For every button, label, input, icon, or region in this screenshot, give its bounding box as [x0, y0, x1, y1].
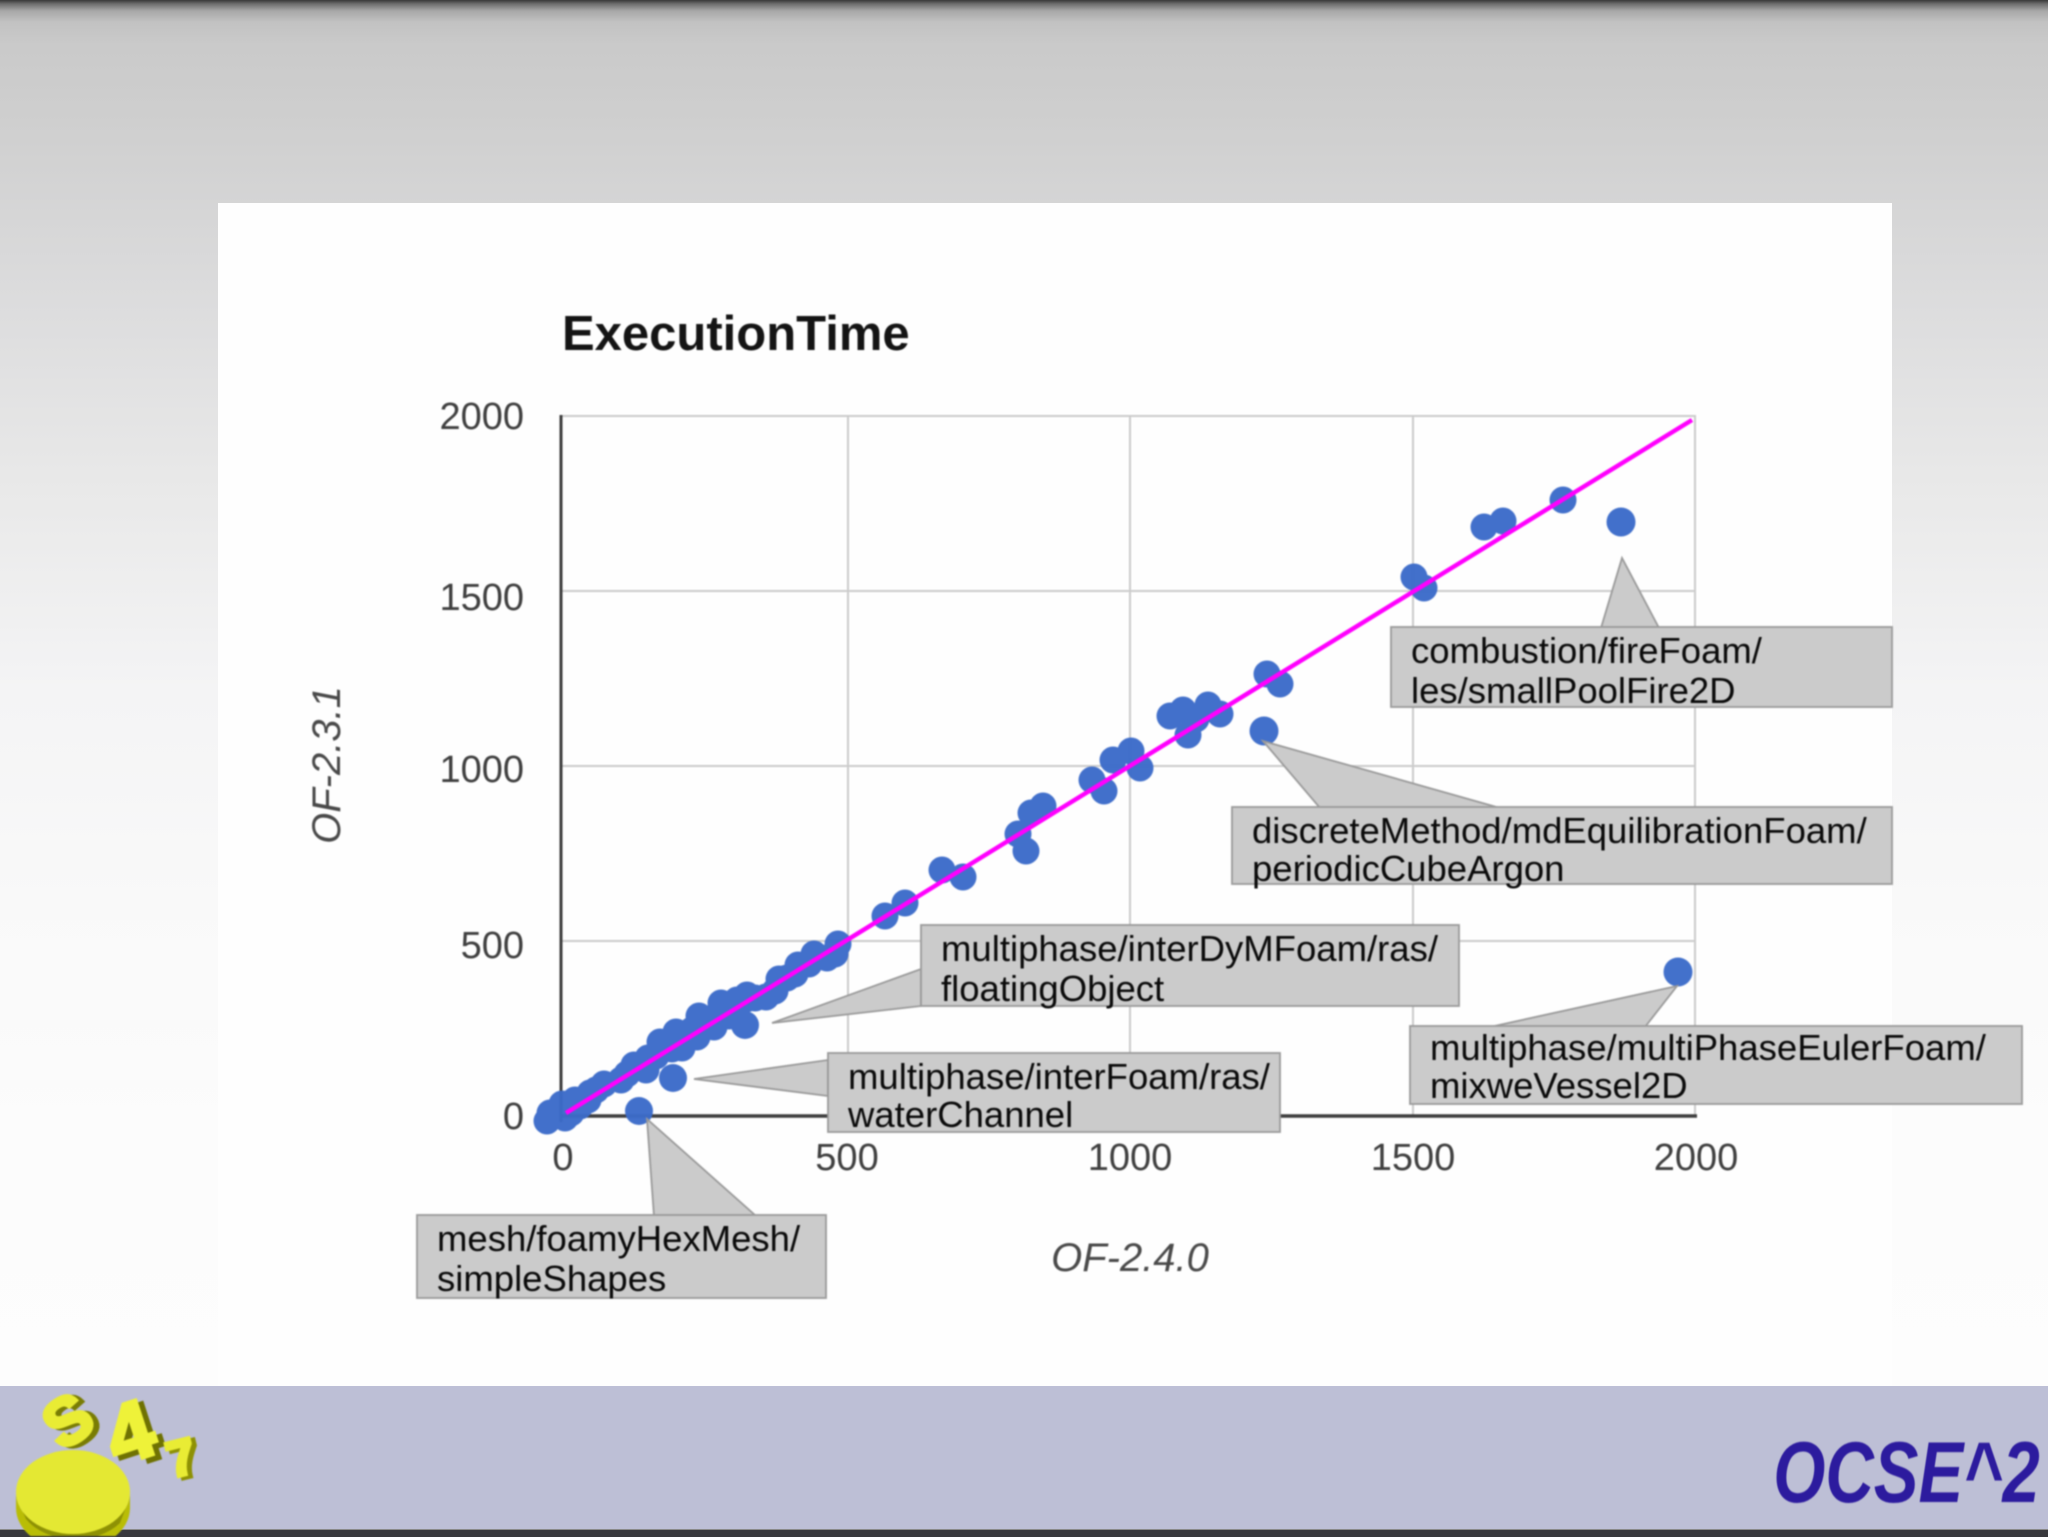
- svg-text:1000: 1000: [439, 749, 524, 791]
- svg-text:1500: 1500: [439, 577, 524, 619]
- svg-text:0: 0: [503, 1096, 524, 1138]
- svg-text:2000: 2000: [439, 396, 524, 438]
- svg-text:mixweVessel2D: mixweVessel2D: [1430, 1065, 1688, 1106]
- svg-text:500: 500: [461, 925, 524, 967]
- svg-text:ExecutionTime: ExecutionTime: [562, 307, 910, 361]
- svg-text:waterChannel: waterChannel: [847, 1094, 1073, 1135]
- svg-text:multiphase/multiPhaseEulerFoam: multiphase/multiPhaseEulerFoam/: [1430, 1027, 1987, 1068]
- svg-text:multiphase/interDyMFoam/ras/: multiphase/interDyMFoam/ras/: [941, 928, 1439, 969]
- svg-text:OF-2.4.0: OF-2.4.0: [1051, 1236, 1209, 1280]
- svg-text:0: 0: [552, 1137, 573, 1179]
- svg-text:2000: 2000: [1654, 1137, 1739, 1179]
- svg-text:1500: 1500: [1371, 1137, 1456, 1179]
- svg-text:les/smallPoolFire2D: les/smallPoolFire2D: [1411, 670, 1736, 711]
- svg-text:simpleShapes: simpleShapes: [437, 1258, 666, 1299]
- svg-text:multiphase/interFoam/ras/: multiphase/interFoam/ras/: [848, 1056, 1271, 1097]
- svg-text:500: 500: [815, 1137, 878, 1179]
- svg-text:1000: 1000: [1088, 1137, 1173, 1179]
- svg-text:mesh/foamyHexMesh/: mesh/foamyHexMesh/: [437, 1218, 801, 1259]
- svg-text:periodicCubeArgon: periodicCubeArgon: [1252, 848, 1564, 889]
- svg-text:floatingObject: floatingObject: [941, 968, 1164, 1009]
- svg-text:combustion/fireFoam/: combustion/fireFoam/: [1411, 630, 1763, 671]
- svg-text:discreteMethod/mdEquilibration: discreteMethod/mdEquilibrationFoam/: [1252, 810, 1868, 851]
- svg-text:OF-2.3.1: OF-2.3.1: [305, 686, 349, 844]
- svg-text:7: 7: [161, 1427, 202, 1488]
